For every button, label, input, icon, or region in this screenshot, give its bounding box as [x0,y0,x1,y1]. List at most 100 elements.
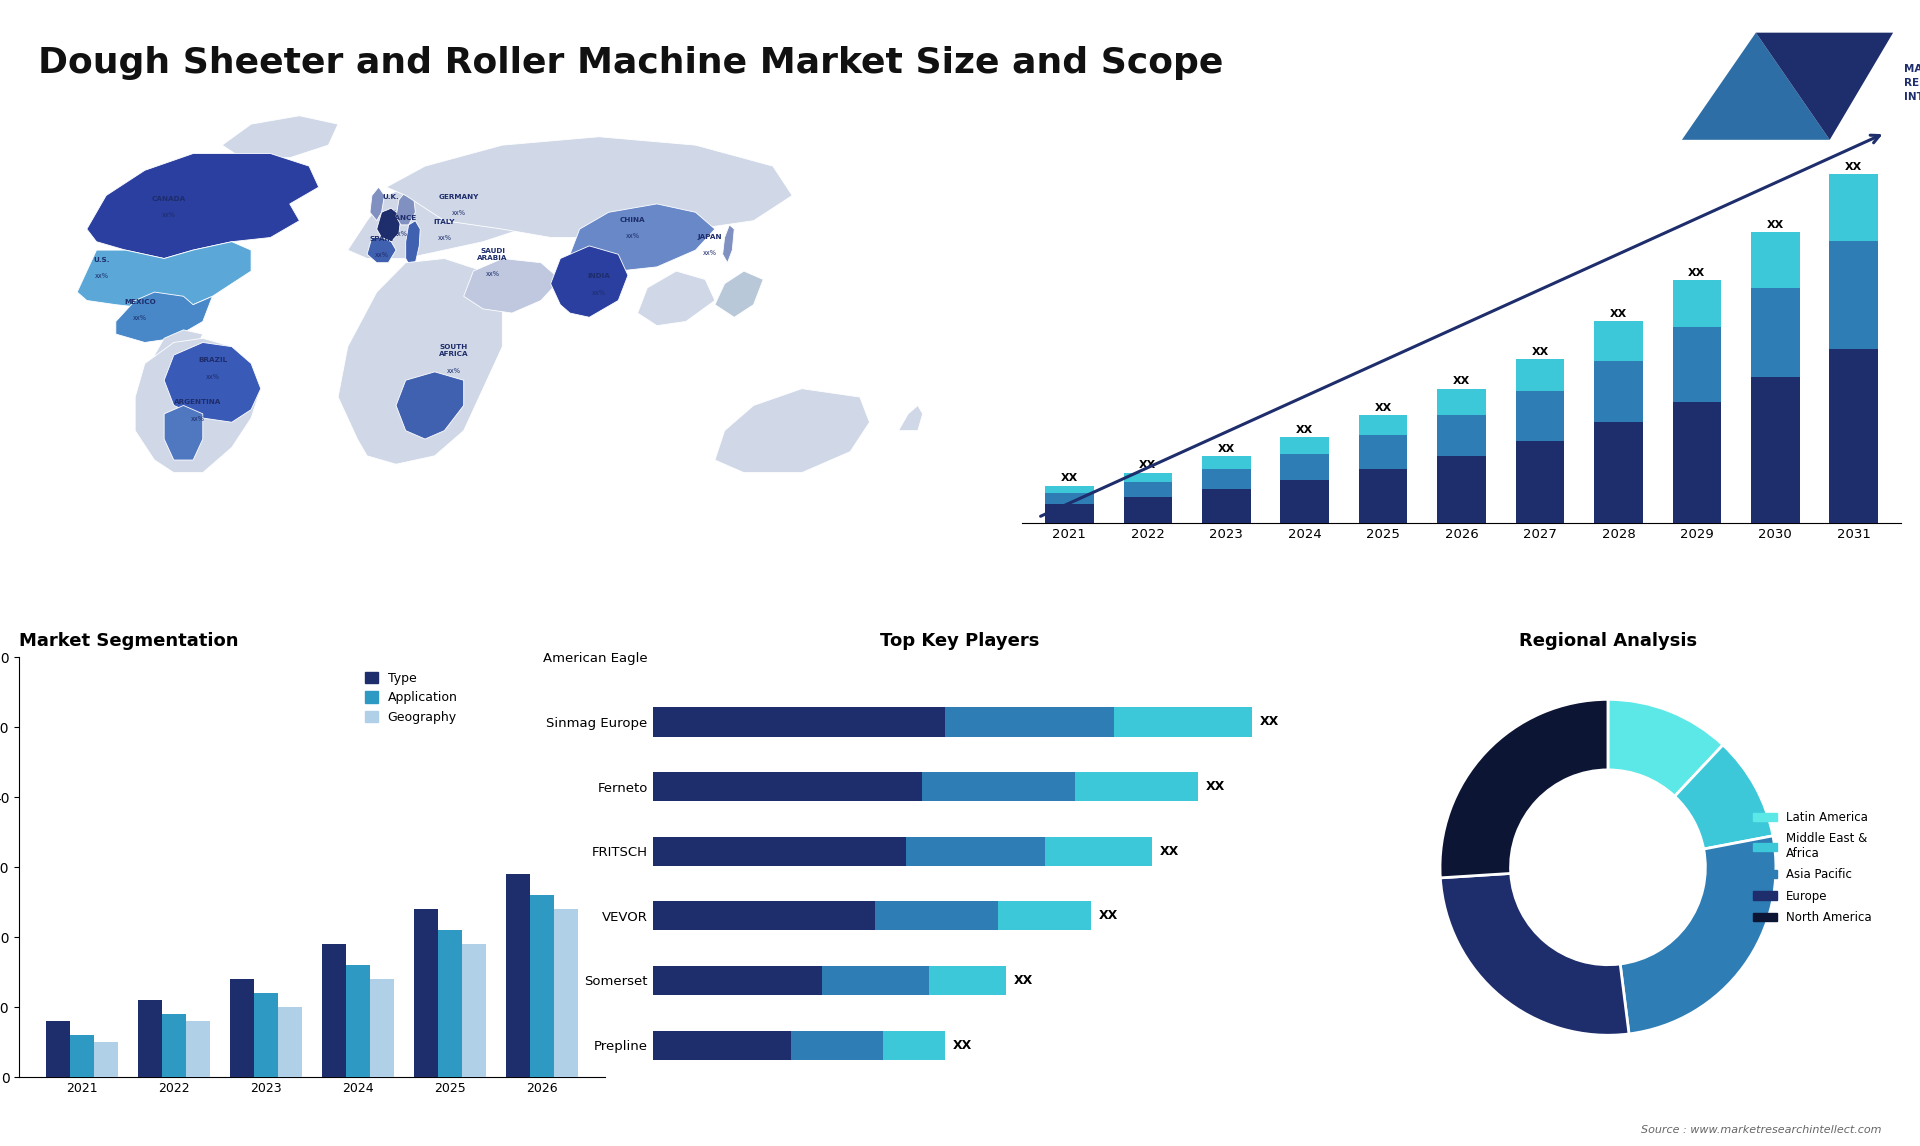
Polygon shape [714,388,870,472]
Bar [791,1030,883,1060]
Bar [1672,402,1720,523]
Bar [46,1021,69,1077]
Bar [1359,415,1407,435]
Bar [1672,327,1720,402]
Bar [1044,504,1094,523]
Wedge shape [1620,835,1776,1034]
Bar [346,965,371,1077]
Text: xx%: xx% [438,235,451,242]
Text: xx%: xx% [374,252,388,258]
Polygon shape [1755,33,1893,140]
Bar [371,980,394,1077]
Polygon shape [115,292,213,343]
Bar [1202,456,1250,469]
Polygon shape [637,272,714,325]
Text: BRAZIL: BRAZIL [198,358,227,363]
Bar [1281,454,1329,480]
Polygon shape [405,221,420,267]
Bar [883,1030,945,1060]
Text: xx%: xx% [384,210,397,217]
Title: Top Key Players: Top Key Players [879,633,1041,650]
Text: U.K.: U.K. [382,194,399,199]
Bar [1123,482,1173,497]
Bar [230,980,253,1077]
Text: XX: XX [1014,974,1033,987]
Text: MEXICO: MEXICO [125,299,156,305]
Polygon shape [367,237,396,262]
Bar [876,901,998,931]
Text: XX: XX [1098,909,1117,923]
Text: XX: XX [1160,845,1179,857]
Text: xx%: xx% [94,273,108,280]
Wedge shape [1674,745,1772,849]
Polygon shape [371,187,384,221]
Bar [1515,441,1565,523]
Text: xx%: xx% [205,374,219,380]
Text: MARKET
RESEARCH
INTELLECT: MARKET RESEARCH INTELLECT [1903,64,1920,102]
Bar [1202,489,1250,523]
Text: ITALY: ITALY [434,219,455,225]
Bar [653,772,922,801]
Polygon shape [386,136,793,237]
Polygon shape [570,204,714,272]
Polygon shape [338,259,503,464]
Text: XX: XX [1688,268,1705,278]
Polygon shape [714,272,764,317]
Polygon shape [396,191,415,225]
Text: xx%: xx% [132,315,148,321]
Polygon shape [1682,33,1830,140]
Polygon shape [899,406,924,431]
Bar [653,707,945,737]
Text: XX: XX [1296,425,1313,435]
Bar [998,901,1091,931]
Text: JAPAN: JAPAN [697,234,722,240]
Polygon shape [396,371,465,439]
Bar [1075,772,1198,801]
Bar [653,1030,791,1060]
Text: ARGENTINA: ARGENTINA [175,400,221,406]
Bar [1751,377,1799,523]
Bar [1515,391,1565,441]
Bar [253,994,278,1077]
Text: xx%: xx% [626,234,639,240]
Text: CHINA: CHINA [620,217,645,222]
Bar [438,931,463,1077]
Text: XX: XX [1206,780,1225,793]
Text: SPAIN: SPAIN [369,236,394,242]
Bar [69,1035,94,1077]
Legend: Latin America, Middle East &
Africa, Asia Pacific, Europe, North America: Latin America, Middle East & Africa, Asi… [1749,806,1876,928]
Text: xx%: xx% [394,231,407,237]
Text: XX: XX [1453,376,1471,386]
Text: XX: XX [1062,473,1077,484]
Text: XX: XX [1375,402,1392,413]
Bar [323,944,346,1077]
Text: Market Segmentation: Market Segmentation [19,633,238,650]
Wedge shape [1607,699,1722,796]
Text: xx%: xx% [451,210,467,217]
Bar [1359,435,1407,469]
Text: xx%: xx% [190,416,205,422]
Legend: Type, Application, Geography: Type, Application, Geography [365,672,457,723]
Text: XX: XX [1532,346,1549,356]
Bar [555,909,578,1077]
Bar [1281,480,1329,523]
Bar [530,895,555,1077]
Text: XX: XX [1609,309,1626,320]
Text: Dough Sheeter and Roller Machine Market Size and Scope: Dough Sheeter and Roller Machine Market … [38,46,1223,80]
Wedge shape [1440,699,1607,878]
Bar [1202,469,1250,489]
Bar [1123,497,1173,523]
Text: XX: XX [1260,715,1279,729]
Text: U.S.: U.S. [92,257,109,262]
Bar [1830,350,1878,523]
Text: xx%: xx% [486,272,499,277]
Bar [922,772,1075,801]
Text: xx%: xx% [447,368,461,374]
Bar [945,707,1114,737]
Text: xx%: xx% [161,212,177,218]
Polygon shape [465,259,561,313]
Bar [653,966,822,995]
Bar [1751,231,1799,288]
Text: XX: XX [952,1038,972,1052]
Text: XX: XX [1217,444,1235,454]
